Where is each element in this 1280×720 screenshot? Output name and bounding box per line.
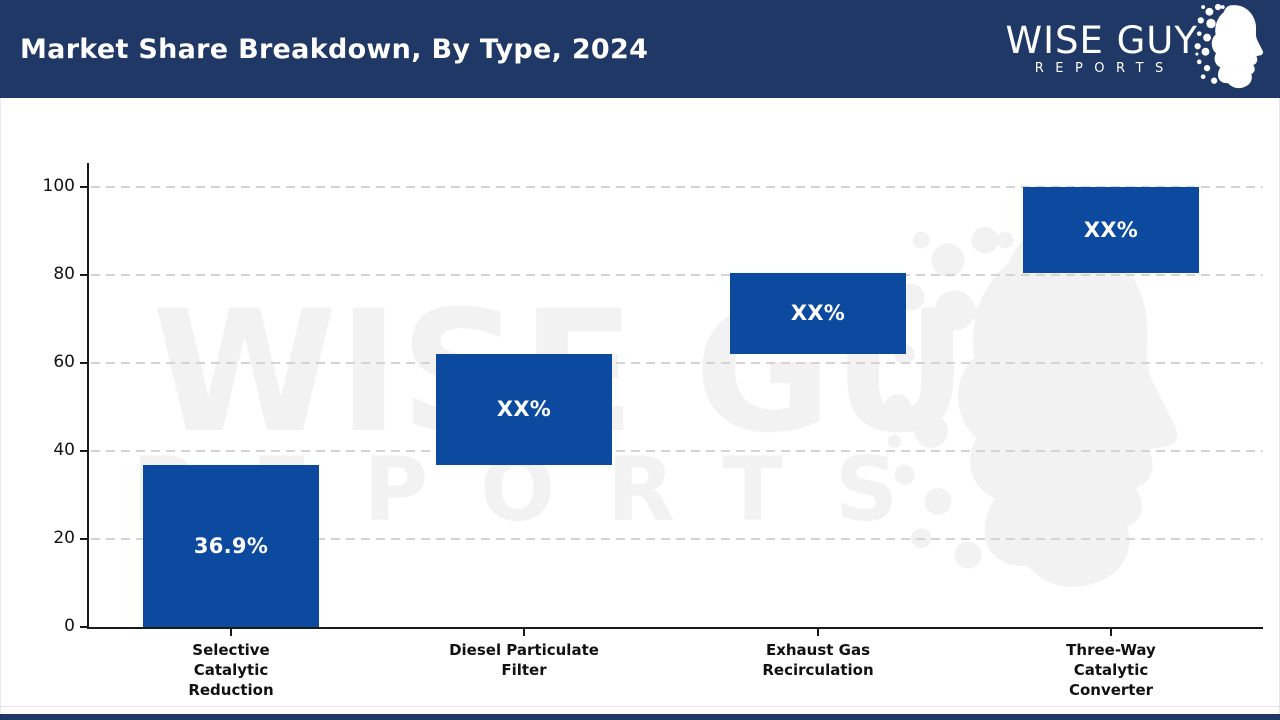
bar-value-label: XX%	[790, 301, 846, 326]
x-category-label-line: Catalytic	[1073, 661, 1149, 679]
x-category-label-line: Filter	[501, 661, 547, 679]
x-axis-spine	[87, 627, 1263, 629]
brand-name: WISE GUY	[1005, 19, 1198, 62]
waterfall-bar-segment: XX%	[1023, 187, 1199, 273]
bar-value-label: 36.9%	[193, 533, 269, 558]
x-category-label-line: Catalytic	[193, 661, 269, 679]
waterfall-bar-segment: XX%	[436, 354, 612, 465]
gridline	[91, 362, 1263, 364]
x-category-label: Diesel Particulate Filter	[409, 640, 639, 680]
y-axis-tick-label: 40	[53, 440, 75, 460]
y-axis-tick-mark	[80, 450, 89, 452]
x-category-label-line: Reduction	[188, 681, 274, 699]
chart-canvas: WISE GUY REPORTS 0 20 40 60 80 100 36.9% XX% XX%…	[0, 98, 1280, 714]
x-category-label-line: Converter	[1068, 681, 1154, 699]
brand-subtitle: REPORTS	[1034, 61, 1175, 76]
y-axis-tick-label: 80	[53, 264, 75, 284]
waterfall-bar-segment: XX%	[730, 272, 906, 355]
x-axis-tick-mark	[230, 629, 232, 636]
gridline	[91, 186, 1263, 188]
x-category-label-line: Exhaust Gas	[765, 641, 871, 659]
y-axis-tick-label: 20	[53, 528, 75, 548]
y-axis-tick-mark	[80, 274, 89, 276]
y-axis-tick-mark	[80, 538, 89, 540]
y-axis-tick-mark	[80, 626, 89, 628]
footer-bar	[0, 714, 1280, 720]
x-category-label-line: Recirculation	[762, 661, 874, 679]
x-category-label-line: Three-Way	[1066, 641, 1156, 659]
y-axis-tick-mark	[80, 186, 89, 188]
y-axis-spine	[87, 163, 89, 629]
y-axis-tick-label: 0	[64, 616, 75, 636]
x-category-label: Selective Catalytic Reduction	[116, 640, 346, 700]
page-title: Market Share Breakdown, By Type, 2024	[20, 33, 649, 65]
gridline	[91, 450, 1263, 452]
brand-logo: WISE GUY REPORTS	[1006, 0, 1266, 98]
bar-value-label: XX%	[1083, 217, 1139, 242]
gridline	[91, 274, 1263, 276]
y-axis-tick-mark	[80, 362, 89, 364]
y-axis-tick-label: 60	[53, 352, 75, 372]
x-axis-tick-mark	[523, 629, 525, 636]
x-axis-tick-mark	[1110, 629, 1112, 636]
x-axis-tick-mark	[817, 629, 819, 636]
watermark-face-icon	[884, 226, 1178, 587]
gridline	[91, 538, 1263, 540]
brand-text: WISE GUY REPORTS	[1006, 22, 1198, 76]
watermark-wordmark: WISE GUY	[152, 274, 1092, 470]
face-profile-icon	[1192, 0, 1266, 98]
x-category-label: Exhaust Gas Recirculation	[703, 640, 933, 680]
x-category-label-line: Diesel Particulate	[449, 641, 599, 659]
footer-hairline	[0, 706, 1280, 707]
waterfall-bar-segment: 36.9%	[143, 464, 319, 627]
x-category-label-line: Selective	[192, 641, 270, 659]
bar-value-label: XX%	[496, 397, 552, 422]
header-bar: Market Share Breakdown, By Type, 2024 WI…	[0, 0, 1280, 98]
x-category-label: Three-Way Catalytic Converter	[996, 640, 1226, 700]
y-axis-tick-label: 100	[42, 176, 75, 196]
